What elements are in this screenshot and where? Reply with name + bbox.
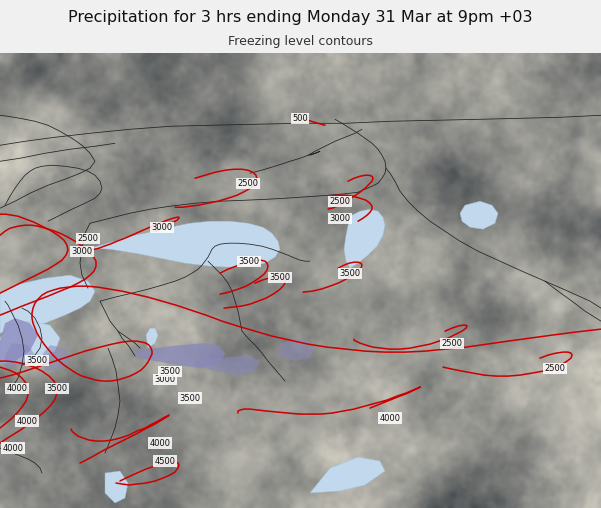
Text: 2500: 2500 [329,197,350,206]
Polygon shape [460,201,498,229]
Polygon shape [90,221,280,267]
Text: 2500: 2500 [442,339,463,347]
Text: 3500: 3500 [180,394,201,402]
Text: 3000: 3000 [151,223,172,232]
Polygon shape [278,338,315,361]
Polygon shape [130,343,225,368]
Polygon shape [105,471,128,503]
Text: 3500: 3500 [340,269,361,278]
Polygon shape [5,343,35,368]
Text: 3000: 3000 [154,374,175,384]
Text: 3500: 3500 [46,384,67,393]
Text: 3500: 3500 [159,367,180,375]
Text: 4000: 4000 [2,443,23,453]
Text: 4000: 4000 [150,438,171,448]
Text: 4000: 4000 [379,414,400,423]
Text: 3500: 3500 [26,356,47,365]
Text: 3500: 3500 [269,273,290,281]
Polygon shape [344,209,385,268]
Polygon shape [146,328,158,348]
Polygon shape [42,345,70,371]
Text: Precipitation for 3 hrs ending Monday 31 Mar at 9pm +03: Precipitation for 3 hrs ending Monday 31… [69,10,532,24]
Polygon shape [310,457,385,493]
Text: 2500: 2500 [545,364,566,372]
Text: 4500: 4500 [154,457,175,465]
Text: 4000: 4000 [16,417,37,426]
Text: 3000: 3000 [329,214,350,223]
Text: 500: 500 [292,114,308,123]
Text: 2500: 2500 [237,179,258,188]
Text: Freezing level contours: Freezing level contours [228,35,373,48]
Polygon shape [0,321,60,363]
Polygon shape [195,355,260,375]
Polygon shape [0,275,95,333]
Text: 4000: 4000 [7,384,28,393]
Text: 2500: 2500 [78,234,99,243]
Text: 3000: 3000 [72,247,93,256]
Text: 3500: 3500 [239,257,260,266]
Polygon shape [0,318,38,363]
